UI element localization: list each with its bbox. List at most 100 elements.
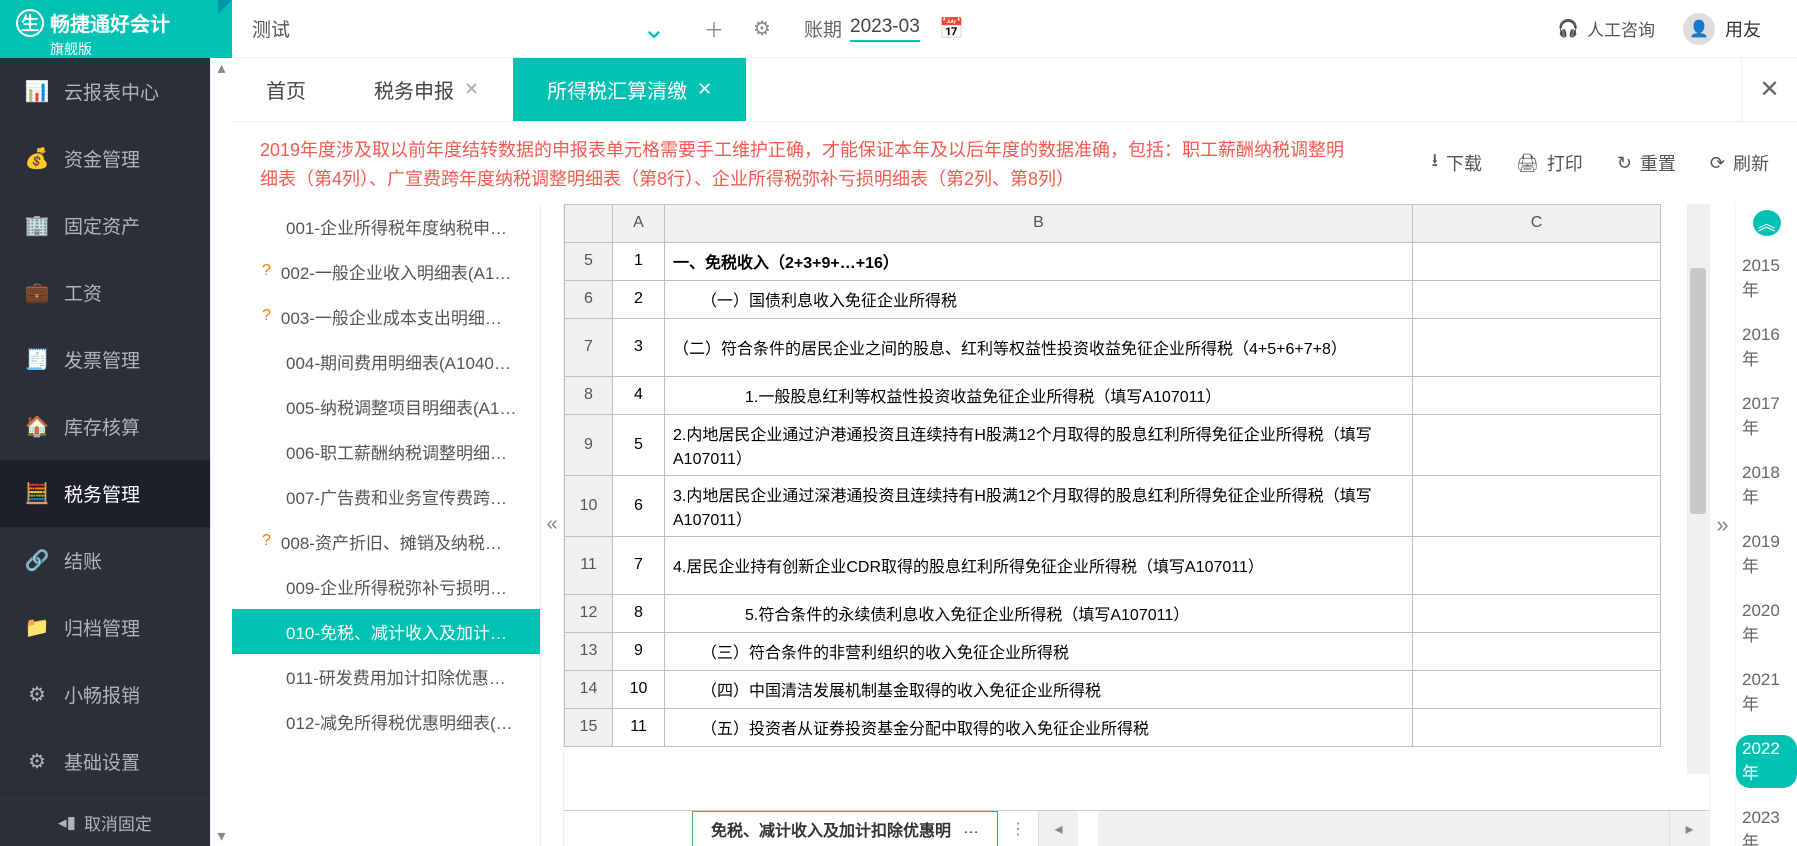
sheet-vertical-scrollbar[interactable] xyxy=(1687,204,1709,774)
plus-icon[interactable]: ＋ xyxy=(702,17,726,41)
cell-b[interactable]: 4.居民企业持有创新企业CDR取得的股息红利所得免征企业所得税（填写A10701… xyxy=(665,536,1413,594)
cell-b[interactable]: （五）投资者从证券投资基金分配中取得的收入免征企业所得税 xyxy=(665,708,1413,746)
sidebar-item[interactable]: 📊云报表中心 xyxy=(0,58,210,125)
year-item[interactable]: 2023年 xyxy=(1736,804,1797,846)
sidebar-item[interactable]: ⚙小畅报销 xyxy=(0,661,210,728)
year-item[interactable]: 2018年 xyxy=(1736,459,1797,512)
sidebar-item[interactable]: 🧮税务管理 xyxy=(0,460,210,527)
col-header-a[interactable]: A xyxy=(613,204,665,242)
tab[interactable]: 首页 xyxy=(232,58,340,121)
row-number[interactable]: 10 xyxy=(565,475,613,536)
cell-a[interactable]: 2 xyxy=(613,280,665,318)
cell-c[interactable] xyxy=(1413,280,1661,318)
form-list-item[interactable]: ?008-资产折旧、摊销及纳税… xyxy=(232,519,540,564)
close-all-tabs-icon[interactable]: ✕ xyxy=(1741,58,1797,121)
row-number[interactable]: 14 xyxy=(565,670,613,708)
sidebar-item[interactable]: 📁归档管理 xyxy=(0,594,210,661)
tab-close-icon[interactable]: ✕ xyxy=(464,79,479,100)
cell-c[interactable] xyxy=(1413,536,1661,594)
cell-b[interactable]: （一）国债利息收入免征企业所得税 xyxy=(665,280,1413,318)
sidebar-item[interactable]: 🔗结账 xyxy=(0,527,210,594)
consult-button[interactable]: 🎧 人工咨询 xyxy=(1558,16,1655,41)
user-name[interactable]: 用友 xyxy=(1725,16,1761,42)
sheet-tab[interactable]: 免税、减计收入及加计扣除优惠明 … xyxy=(692,811,998,846)
row-number[interactable]: 8 xyxy=(565,376,613,414)
sidebar-item[interactable]: 💼工资 xyxy=(0,259,210,326)
form-list-item[interactable]: 009-企业所得税弥补亏损明… xyxy=(232,564,540,609)
year-item[interactable]: 2015年 xyxy=(1736,252,1797,305)
row-number[interactable]: 5 xyxy=(565,242,613,280)
tab-close-icon[interactable]: ✕ xyxy=(697,79,712,100)
unpin-sidebar-button[interactable]: ◂▮ 取消固定 xyxy=(0,798,210,846)
cell-b[interactable]: （二）符合条件的居民企业之间的股息、红利等权益性投资收益免征企业所得税（4+5+… xyxy=(665,318,1413,376)
spreadsheet-table[interactable]: A B C 51一、免税收入（2+3+9+…+16）62（一）国债利息收入免征企… xyxy=(564,204,1661,747)
cell-a[interactable]: 4 xyxy=(613,376,665,414)
cell-c[interactable] xyxy=(1413,594,1661,632)
cell-a[interactable]: 11 xyxy=(613,708,665,746)
download-button[interactable]: ⭳下载 xyxy=(1432,148,1482,178)
sidebar-scrollbar[interactable]: ▴ ▾ xyxy=(210,58,232,846)
cell-a[interactable]: 3 xyxy=(613,318,665,376)
year-scroll-up-icon[interactable]: ︽ xyxy=(1753,210,1781,236)
year-item[interactable]: 2022年 xyxy=(1736,735,1797,788)
sheet-tab-menu-icon[interactable]: ⋮ xyxy=(998,811,1038,846)
refresh-button[interactable]: ⟳刷新 xyxy=(1710,150,1769,176)
sheet-hscroll-right-icon[interactable]: ▸ xyxy=(1669,811,1709,846)
tab[interactable]: 所得税汇算清缴✕ xyxy=(513,58,746,121)
sheet-corner[interactable] xyxy=(565,204,613,242)
form-list-item[interactable]: ?002-一般企业收入明细表(A1… xyxy=(232,249,540,294)
year-item[interactable]: 2017年 xyxy=(1736,390,1797,443)
row-number[interactable]: 9 xyxy=(565,414,613,475)
row-number[interactable]: 7 xyxy=(565,318,613,376)
cell-a[interactable]: 8 xyxy=(613,594,665,632)
cell-b[interactable]: 2.内地居民企业通过沪港通投资且连续持有H股满12个月取得的股息红利所得免征企业… xyxy=(665,414,1413,475)
cell-c[interactable] xyxy=(1413,475,1661,536)
cell-b[interactable]: 一、免税收入（2+3+9+…+16） xyxy=(665,242,1413,280)
sidebar-item[interactable]: 🏠库存核算 xyxy=(0,393,210,460)
year-item[interactable]: 2019年 xyxy=(1736,528,1797,581)
sidebar-item[interactable]: ⚙基础设置 xyxy=(0,728,210,795)
cell-a[interactable]: 6 xyxy=(613,475,665,536)
form-list-item[interactable]: ?003-一般企业成本支出明细… xyxy=(232,294,540,339)
sheet-hscroll-left-icon[interactable]: ◂ xyxy=(1038,811,1078,846)
row-number[interactable]: 6 xyxy=(565,280,613,318)
cell-c[interactable] xyxy=(1413,708,1661,746)
cell-a[interactable]: 7 xyxy=(613,536,665,594)
col-header-b[interactable]: B xyxy=(665,204,1413,242)
gear-icon[interactable]: ⚙ xyxy=(750,17,774,41)
year-item[interactable]: 2020年 xyxy=(1736,597,1797,650)
calendar-icon[interactable]: 📅 xyxy=(940,17,964,41)
expand-right-panel-icon[interactable]: » xyxy=(1709,204,1735,846)
cell-c[interactable] xyxy=(1413,376,1661,414)
row-number[interactable]: 12 xyxy=(565,594,613,632)
cell-b[interactable]: 3.内地居民企业通过深港通投资且连续持有H股满12个月取得的股息红利所得免征企业… xyxy=(665,475,1413,536)
sheet-horizontal-scrollbar[interactable] xyxy=(1098,811,1669,846)
cell-c[interactable] xyxy=(1413,632,1661,670)
form-list-item[interactable]: 011-研发费用加计扣除优惠… xyxy=(232,654,540,699)
cell-c[interactable] xyxy=(1413,414,1661,475)
cell-c[interactable] xyxy=(1413,242,1661,280)
col-header-c[interactable]: C xyxy=(1413,204,1661,242)
form-list-item[interactable]: 012-减免所得税优惠明细表(… xyxy=(232,699,540,744)
account-selector[interactable]: 测试 xyxy=(252,15,630,42)
sidebar-scroll-up-icon[interactable]: ▴ xyxy=(211,58,232,78)
form-list-item[interactable]: 007-广告费和业务宣传费跨… xyxy=(232,474,540,519)
form-list-item[interactable]: 010-免税、减计收入及加计… xyxy=(232,609,540,654)
cell-a[interactable]: 1 xyxy=(613,242,665,280)
row-number[interactable]: 15 xyxy=(565,708,613,746)
chevron-down-icon[interactable]: ⌄ xyxy=(642,17,666,41)
cell-b[interactable]: 5.符合条件的永续债利息收入免征企业所得税（填写A107011） xyxy=(665,594,1413,632)
form-list-item[interactable]: 004-期间费用明细表(A1040… xyxy=(232,339,540,384)
row-number[interactable]: 11 xyxy=(565,536,613,594)
cell-c[interactable] xyxy=(1413,318,1661,376)
tab[interactable]: 税务申报✕ xyxy=(340,58,513,121)
form-list-item[interactable]: 001-企业所得税年度纳税申… xyxy=(232,204,540,249)
year-item[interactable]: 2016年 xyxy=(1736,321,1797,374)
cell-a[interactable]: 9 xyxy=(613,632,665,670)
sidebar-item[interactable]: 🧾发票管理 xyxy=(0,326,210,393)
cell-a[interactable]: 10 xyxy=(613,670,665,708)
sidebar-item[interactable]: 💰资金管理 xyxy=(0,125,210,192)
cell-a[interactable]: 5 xyxy=(613,414,665,475)
period-value[interactable]: 2023-03 xyxy=(850,16,920,42)
form-list-item[interactable]: 006-职工薪酬纳税调整明细… xyxy=(232,429,540,474)
